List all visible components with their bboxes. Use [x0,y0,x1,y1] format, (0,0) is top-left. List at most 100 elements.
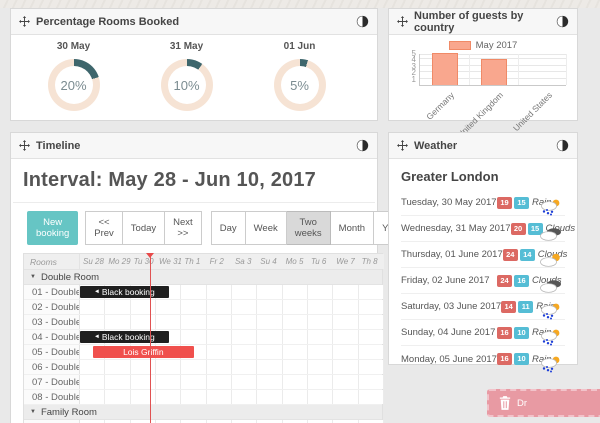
toggle-panel-icon[interactable] [556,15,569,28]
timeline-cell[interactable] [333,315,359,329]
timeline-cell[interactable] [105,390,131,404]
timeline-cell[interactable] [105,420,131,423]
timeline-cell[interactable] [155,360,182,374]
timeline-cell[interactable] [130,315,156,329]
toggle-panel-icon[interactable] [356,139,369,152]
timeline-cell[interactable] [358,375,384,389]
timeline-cell[interactable] [282,345,308,359]
timeline-cell[interactable] [155,315,182,329]
timeline-cell[interactable] [130,300,156,314]
timeline-cell[interactable] [257,390,283,404]
timeline-cell[interactable] [257,345,283,359]
next-button[interactable]: Next >> [165,211,202,245]
timeline-cell[interactable] [333,300,359,314]
timeline-cell[interactable] [333,285,359,299]
timeline-cell[interactable] [307,300,334,314]
timeline-cell[interactable] [358,360,384,374]
timeline-cell[interactable] [307,375,334,389]
room-group-row-family[interactable]: ▼ Family Room [24,405,382,420]
timeline-cell[interactable] [130,390,156,404]
timeline-cell[interactable] [181,300,207,314]
timeline-cell[interactable] [333,360,359,374]
timeline-cell[interactable] [307,285,334,299]
timeline-cell[interactable] [307,315,334,329]
move-icon[interactable] [19,140,30,151]
timeline-cell[interactable] [105,375,131,389]
timeline-cell[interactable] [282,390,308,404]
timeline-cell[interactable] [333,330,359,344]
move-icon[interactable] [397,140,408,151]
timeline-cell[interactable] [155,420,182,423]
timeline-cell[interactable] [231,345,258,359]
timeline-cell[interactable] [231,300,258,314]
timeline-cell[interactable] [358,390,384,404]
timeline-cell[interactable] [231,390,258,404]
timeline-cell[interactable] [282,360,308,374]
view-day-button[interactable]: Day [210,211,246,245]
timeline-cell[interactable] [257,420,283,423]
prev-button[interactable]: << Prev [85,211,123,245]
timeline-cell[interactable] [257,360,283,374]
timeline-cell[interactable] [80,375,106,389]
timeline-cell[interactable] [282,420,308,423]
timeline-cell[interactable] [181,390,207,404]
timeline-cell[interactable] [206,420,232,423]
view-two-weeks-button[interactable]: Two weeks [286,211,331,245]
booking-bar-lois-griffin[interactable]: ◄ Lois Griffin [92,346,194,358]
timeline-cell[interactable] [231,330,258,344]
timeline-cell[interactable] [130,420,156,423]
move-icon[interactable] [19,16,30,27]
timeline-cell[interactable] [333,345,359,359]
timeline-cell[interactable] [231,420,258,423]
timeline-cell[interactable] [80,420,106,423]
timeline-cell[interactable] [206,375,232,389]
timeline-cell[interactable] [181,315,207,329]
timeline-cell[interactable] [155,375,182,389]
new-booking-button[interactable]: New booking [27,211,79,245]
timeline-cell[interactable] [80,315,106,329]
timeline-cell[interactable] [307,330,334,344]
timeline-cell[interactable] [307,390,334,404]
timeline-cell[interactable] [231,285,258,299]
timeline-cell[interactable] [181,375,207,389]
room-group-row-double[interactable]: ▼ Double Room [24,270,382,285]
timeline-cell[interactable] [282,285,308,299]
timeline-cell[interactable] [206,300,232,314]
timeline-cell[interactable] [130,375,156,389]
timeline-cell[interactable] [257,330,283,344]
timeline-cell[interactable] [282,375,308,389]
timeline-cell[interactable] [358,420,384,423]
timeline-cell[interactable] [206,315,232,329]
timeline-cell[interactable] [155,300,182,314]
timeline-cell[interactable] [206,390,232,404]
timeline-cell[interactable] [333,420,359,423]
timeline-cell[interactable] [257,285,283,299]
timeline-cell[interactable] [130,360,156,374]
move-icon[interactable] [397,16,408,27]
toggle-panel-icon[interactable] [356,15,369,28]
view-week-button[interactable]: Week [245,211,287,245]
delete-drop-zone[interactable]: Dr [487,389,600,417]
timeline-cell[interactable] [181,360,207,374]
toggle-panel-icon[interactable] [556,139,569,152]
timeline-cell[interactable] [181,420,207,423]
timeline-cell[interactable] [257,375,283,389]
timeline-cell[interactable] [307,420,334,423]
timeline-cell[interactable] [333,390,359,404]
timeline-cell[interactable] [181,285,207,299]
timeline-cell[interactable] [282,330,308,344]
timeline-cell[interactable] [358,330,384,344]
today-button[interactable]: Today [122,211,166,245]
timeline-cell[interactable] [257,315,283,329]
timeline-cell[interactable] [333,375,359,389]
timeline-cell[interactable] [257,300,283,314]
timeline-cell[interactable] [282,315,308,329]
timeline-cell[interactable] [105,315,131,329]
timeline-cell[interactable] [80,360,106,374]
timeline-cell[interactable] [206,345,232,359]
timeline-cell[interactable] [206,285,232,299]
timeline-cell[interactable] [282,300,308,314]
timeline-cell[interactable] [231,375,258,389]
timeline-cell[interactable] [307,360,334,374]
timeline-cell[interactable] [358,315,384,329]
